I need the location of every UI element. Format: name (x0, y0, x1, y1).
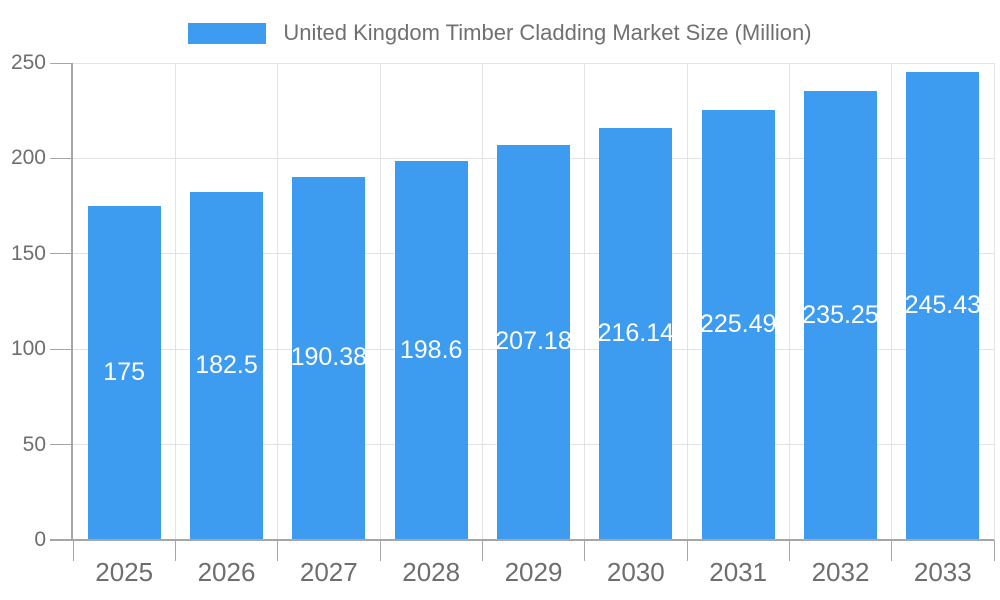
gridline-vertical (788, 63, 790, 540)
y-tick-label: 150 (10, 241, 46, 265)
x-tick-label: 2032 (811, 557, 870, 587)
x-axis-tick (993, 540, 995, 561)
x-tick-label: 2027 (299, 557, 358, 587)
y-axis-tick (50, 348, 73, 350)
x-tick-label: 2028 (402, 557, 461, 587)
bar[interactable]: 235.25 (802, 91, 879, 539)
y-axis-tick (50, 444, 73, 446)
y-tick-label: 250 (10, 51, 46, 74)
gridline-vertical (174, 63, 176, 540)
bar[interactable]: 216.14 (597, 127, 675, 539)
x-axis-tick (174, 540, 176, 561)
y-axis-tick (50, 62, 73, 64)
gridline-vertical (481, 63, 483, 540)
chart-legend[interactable]: United Kingdom Timber Cladding Market Si… (0, 19, 1000, 47)
y-tick-label: 200 (10, 146, 46, 170)
bar[interactable]: 190.38 (290, 176, 368, 539)
bar-value-label: 245.43 (904, 290, 982, 319)
y-axis-line (71, 63, 73, 540)
bar[interactable]: 245.43 (904, 71, 982, 539)
x-tick-label: 2031 (709, 557, 768, 587)
y-tick-label: 100 (10, 337, 46, 361)
x-tick-label: 2025 (95, 557, 154, 587)
bar-value-label: 175 (103, 358, 146, 387)
x-axis-tick (481, 540, 483, 561)
gridline-horizontal (73, 62, 994, 64)
bar[interactable]: 225.49 (699, 109, 777, 539)
bar-value-label: 198.6 (399, 335, 463, 364)
legend-swatch (188, 22, 267, 44)
bar[interactable]: 198.6 (394, 161, 468, 539)
y-axis-tick (50, 157, 73, 159)
gridline-vertical (993, 63, 995, 540)
x-axis-line (50, 539, 994, 541)
x-axis-tick (379, 540, 381, 561)
x-axis-tick (277, 540, 279, 561)
x-axis-tick (686, 540, 688, 561)
gridline-vertical (686, 63, 688, 540)
bar-value-label: 235.25 (802, 300, 879, 329)
x-axis-tick (72, 540, 74, 561)
x-axis-tick (891, 540, 893, 561)
gridline-vertical (891, 63, 893, 540)
bar[interactable]: 175 (87, 206, 161, 539)
y-tick-label: 50 (22, 432, 46, 456)
x-axis-tick (788, 540, 790, 561)
bar[interactable]: 207.18 (495, 144, 572, 539)
x-tick-label: 2029 (504, 557, 563, 587)
bar[interactable]: 182.5 (190, 191, 263, 539)
y-axis-tick (50, 253, 73, 255)
bar-value-label: 190.38 (290, 343, 368, 372)
bar-value-label: 207.18 (495, 327, 572, 356)
gridline-vertical (584, 63, 586, 540)
gridline-vertical (277, 63, 279, 540)
x-tick-label: 2026 (197, 557, 256, 587)
y-tick-label: 0 (34, 528, 46, 551)
bar-value-label: 225.49 (699, 309, 777, 338)
x-tick-label: 2030 (606, 557, 665, 587)
legend-label: United Kingdom Timber Cladding Market Si… (283, 20, 812, 45)
x-axis-tick (584, 540, 586, 561)
bar-value-label: 216.14 (597, 318, 675, 347)
gridline-vertical (379, 63, 381, 540)
x-tick-label: 2033 (913, 557, 972, 587)
bar-value-label: 182.5 (195, 350, 258, 379)
